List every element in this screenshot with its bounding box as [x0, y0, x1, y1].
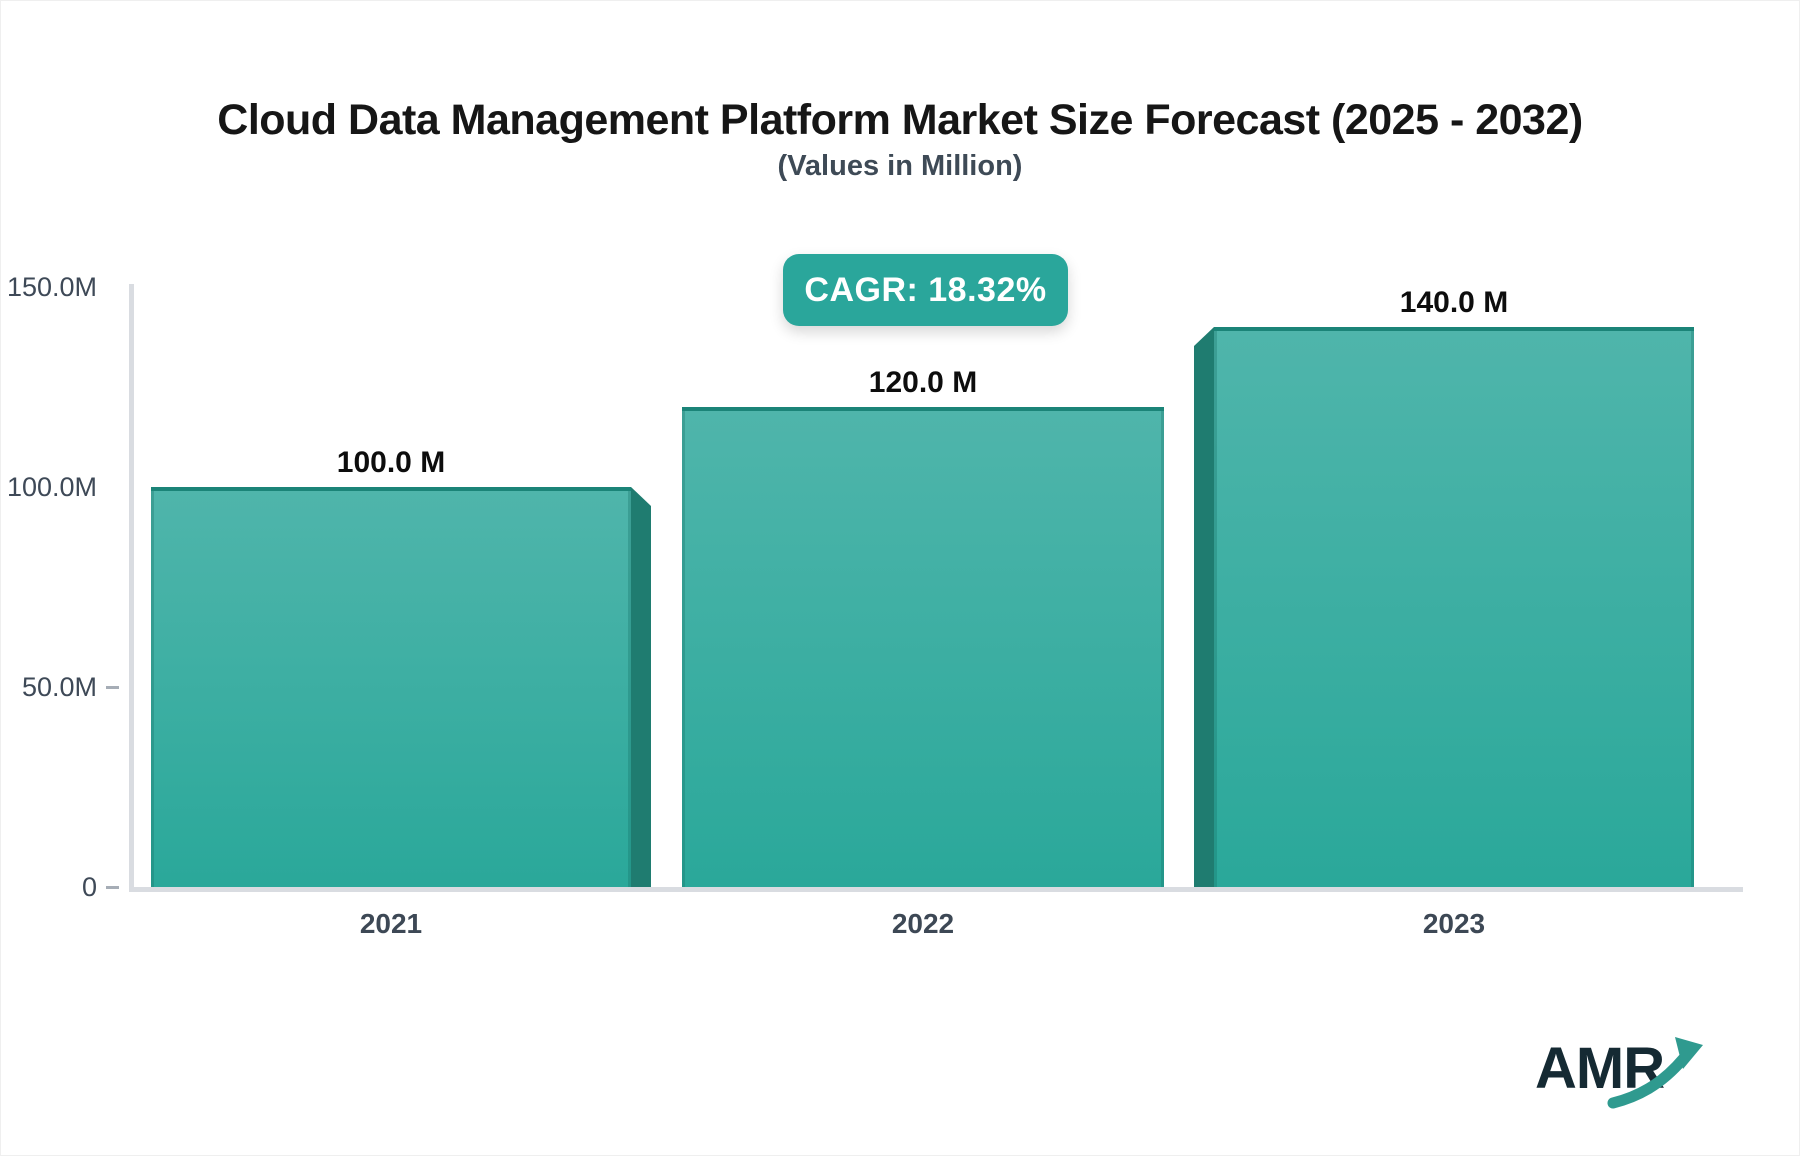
y-tick-mark-0	[106, 886, 119, 889]
x-axis-label-2023: 2023	[1422, 908, 1486, 939]
bar-2021	[151, 487, 631, 887]
chart-title: Cloud Data Management Platform Market Si…	[217, 96, 1583, 144]
bar-3d-side-2021	[631, 487, 651, 887]
x-axis-label-2022: 2022	[891, 908, 955, 939]
amr-logo: AMR	[1535, 1035, 1715, 1115]
y-axis-label-0: 0	[81, 872, 97, 902]
cagr-badge: CAGR: 18.32%	[783, 254, 1068, 326]
bar-value-label-2021: 100.0 M	[336, 446, 446, 479]
y-axis-label-150: 150.0M	[6, 272, 97, 302]
bar-value-label-2022: 120.0 M	[868, 366, 978, 399]
bar-2022	[682, 407, 1164, 887]
y-axis-label-100: 100.0M	[6, 472, 97, 502]
bar-2023	[1214, 327, 1694, 887]
bar-3d-side-2023	[1194, 327, 1214, 887]
y-axis-line	[129, 284, 134, 892]
chart-subtitle: (Values in Million)	[777, 150, 1023, 182]
y-tick-mark-50	[106, 686, 119, 689]
x-axis-line	[129, 887, 1743, 892]
x-axis-label-2021: 2021	[359, 908, 423, 939]
bar-value-label-2023: 140.0 M	[1399, 286, 1509, 319]
cagr-badge-label: CAGR: 18.32%	[804, 270, 1047, 309]
y-axis-label-50: 50.0M	[21, 672, 97, 702]
growth-arrow-icon	[1607, 1037, 1703, 1109]
